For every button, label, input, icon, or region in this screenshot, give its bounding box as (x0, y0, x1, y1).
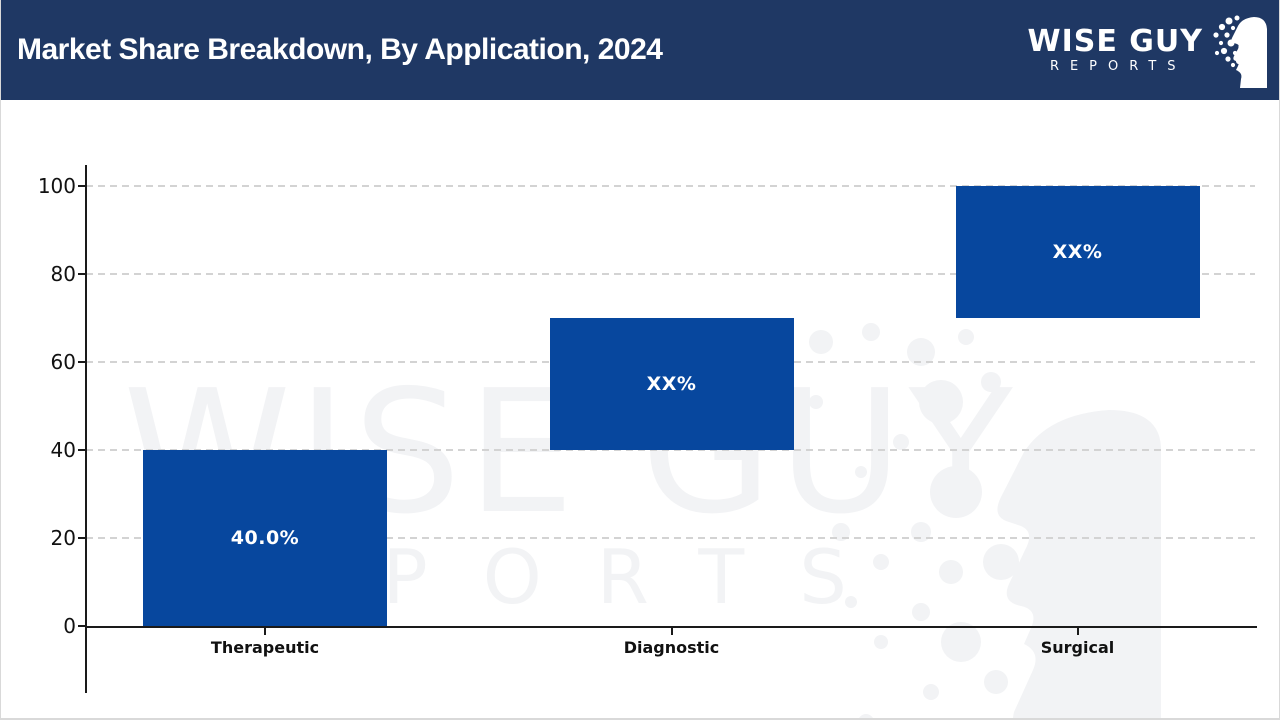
y-tick-mark (78, 625, 86, 627)
y-tick-label: 0 (63, 614, 76, 638)
y-tick-label: 60 (50, 350, 76, 374)
x-tick-mark (670, 628, 673, 635)
x-tick-label-diagnostic: Diagnostic (623, 638, 720, 657)
bar-surgical: XX% (955, 186, 1200, 318)
x-tick-label-surgical: Surgical (1040, 638, 1115, 657)
gridline-y-40 (86, 449, 1255, 451)
y-tick-mark (78, 273, 86, 275)
x-tick-mark (1076, 628, 1079, 635)
y-axis-spine (85, 165, 87, 693)
gridline-y-20 (86, 537, 1255, 539)
bar-value-label: XX% (646, 373, 697, 395)
y-tick-label: 100 (37, 174, 76, 198)
gridline-y-80 (86, 273, 1255, 275)
page-title: Market Share Breakdown, By Application, … (17, 33, 663, 66)
wiseguy-logo-wordmark: WISE GUY (1027, 24, 1203, 59)
y-tick-mark (78, 185, 86, 187)
wiseguy-logo-subtitle: REPORTS (1049, 59, 1187, 74)
y-tick-mark (78, 537, 86, 539)
bar-value-label: 40.0% (230, 527, 300, 549)
chart-area: WISE GUY REPORTS 40.0% XX% XX% 0 20 40 60 80 10… (1, 100, 1279, 718)
x-tick-label-therapeutic: Therapeutic (210, 638, 320, 657)
bar-diagnostic: XX% (549, 318, 794, 450)
y-tick-label: 20 (50, 526, 76, 550)
y-tick-label: 80 (50, 262, 76, 286)
wiseguy-face-icon (1213, 15, 1267, 88)
x-axis-spine (85, 626, 1257, 628)
y-tick-mark (78, 361, 86, 363)
x-tick-mark (264, 628, 266, 635)
wiseguy-logo: WISE GUY REPORTS (1027, 8, 1269, 92)
y-tick-label: 40 (50, 438, 76, 462)
bar-value-label: XX% (1052, 241, 1103, 263)
wiseguy-logo-text: WISE GUY REPORTS (1027, 24, 1203, 74)
y-tick-mark (78, 449, 86, 451)
gridline-y-100 (86, 185, 1255, 187)
bar-therapeutic: 40.0% (143, 450, 387, 626)
watermark-face-icon (809, 323, 1161, 718)
header-bar: Market Share Breakdown, By Application, … (1, 0, 1279, 100)
